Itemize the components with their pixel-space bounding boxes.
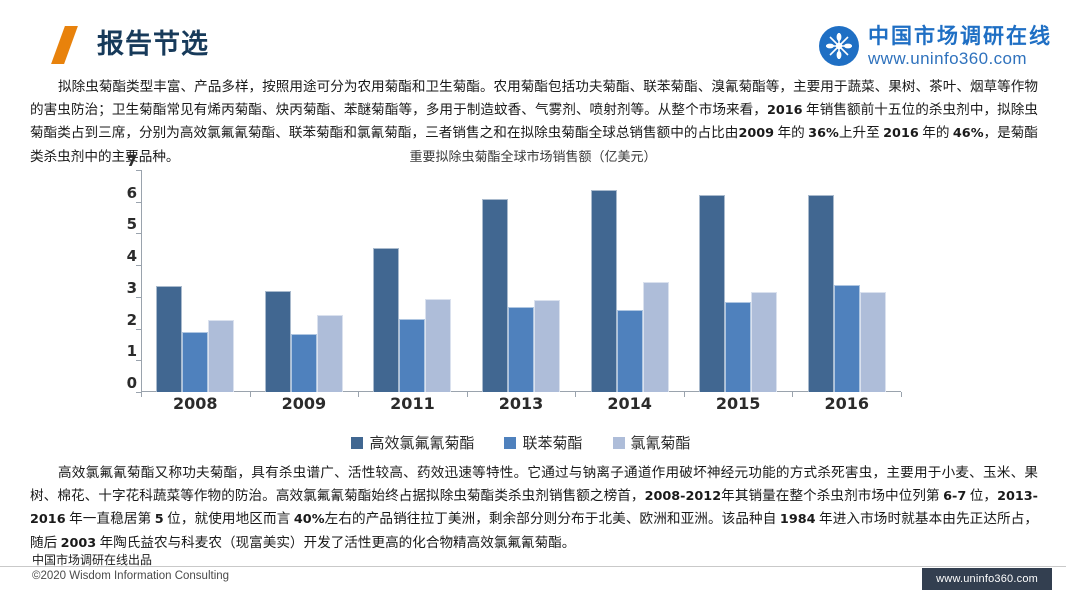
intro-paragraph: 拟除虫菊酯类型丰富、产品多样，按照用途可分为农用菊酯和卫生菊酯。农用菊酯包括功夫… bbox=[30, 79, 1039, 164]
legend-item[interactable]: 联苯菊酯 bbox=[504, 432, 583, 453]
x-tick-label: 2013 bbox=[498, 394, 544, 413]
bar-group bbox=[467, 170, 576, 392]
x-tick-mark bbox=[575, 392, 576, 397]
y-tick-mark bbox=[136, 360, 141, 362]
page-header: 报告节选 中国市场调研在线 bbox=[0, 0, 1066, 72]
x-tick-label: 2016 bbox=[824, 394, 870, 413]
bar bbox=[642, 281, 669, 392]
bar-group bbox=[250, 170, 359, 392]
x-tick-label: 2011 bbox=[390, 394, 435, 413]
y-tick-label: 1 bbox=[126, 342, 137, 361]
y-tick-mark bbox=[136, 201, 141, 203]
x-tick-label: 2014 bbox=[607, 394, 652, 413]
bar bbox=[208, 319, 235, 392]
bar bbox=[316, 314, 343, 392]
y-tick-mark bbox=[136, 265, 141, 267]
bar bbox=[290, 333, 317, 392]
brand-url: www.uninfo360.com bbox=[868, 48, 1027, 68]
bar bbox=[182, 332, 209, 392]
legend-label: 高效氯氟氰菊酯 bbox=[369, 436, 475, 452]
x-tick-mark bbox=[467, 392, 468, 397]
bar bbox=[751, 291, 778, 392]
bar bbox=[399, 319, 426, 392]
footer-produced-by: 中国市场调研在线出品 bbox=[32, 553, 153, 567]
bar-groups bbox=[141, 170, 901, 392]
x-tick-label: 2009 bbox=[281, 394, 327, 413]
y-tick-mark bbox=[136, 170, 141, 171]
y-tick-mark bbox=[136, 296, 141, 298]
footer-website-badge[interactable]: www.uninfo360.com bbox=[922, 568, 1052, 590]
legend-label: 联苯菊酯 bbox=[522, 436, 583, 452]
y-tick-label: 5 bbox=[126, 215, 137, 234]
chart-title: 重要拟除虫菊酯全球市场销售额（亿美元） bbox=[409, 149, 657, 164]
bar bbox=[616, 310, 643, 392]
bar-group bbox=[141, 170, 250, 392]
legend-swatch-icon bbox=[351, 436, 364, 449]
bar bbox=[590, 189, 617, 392]
bar-group bbox=[684, 170, 793, 392]
bar bbox=[833, 284, 860, 392]
x-tick-mark bbox=[250, 392, 251, 397]
y-tick-label: 7 bbox=[126, 152, 137, 170]
bar bbox=[264, 291, 291, 392]
x-tick-mark bbox=[358, 392, 359, 397]
legend-item[interactable]: 高效氯氟氰菊酯 bbox=[351, 432, 474, 453]
legend-swatch-icon bbox=[612, 436, 625, 449]
brand-emblem-icon bbox=[819, 26, 859, 66]
bar-group bbox=[575, 170, 684, 392]
page-title: 报告节选 bbox=[97, 29, 209, 60]
x-tick-mark bbox=[684, 392, 685, 397]
bar-group bbox=[792, 170, 901, 392]
y-tick-label: 2 bbox=[126, 310, 137, 329]
chart-container: 重要拟除虫菊酯全球市场销售额（亿美元） 0 1 2 3 4 5 6 7 2008 2009 201… bbox=[0, 146, 1066, 464]
bar bbox=[725, 301, 752, 392]
x-axis-labels: 2008 2009 2011 2013 2014 2015 2016 bbox=[141, 394, 901, 413]
brand-name: 中国市场调研在线 bbox=[868, 23, 1052, 48]
bar bbox=[508, 307, 535, 392]
bar bbox=[807, 195, 834, 392]
x-tick-mark bbox=[901, 392, 902, 397]
y-tick-mark bbox=[136, 328, 141, 330]
bar bbox=[859, 291, 886, 392]
brand-logo: 中国市场调研在线 www.uninfo360.com bbox=[818, 23, 1052, 69]
chart-plot-area: 0 1 2 3 4 5 6 7 2008 2009 2011 2013 2014 2015 2016 高效… bbox=[127, 152, 902, 452]
y-tick-label: 6 bbox=[126, 183, 137, 202]
bar bbox=[482, 198, 509, 392]
bar-group bbox=[358, 170, 467, 392]
accent-slash-icon bbox=[51, 26, 78, 64]
bar bbox=[156, 286, 183, 392]
footer-copyright: ©2020 Wisdom Information Consulting bbox=[32, 570, 230, 582]
y-axis: 0 1 2 3 4 5 6 7 bbox=[115, 152, 137, 392]
x-tick-label: 2008 bbox=[173, 394, 218, 413]
brand-text: 中国市场调研在线 www.uninfo360.com bbox=[868, 23, 1052, 68]
detail-paragraph: 高效氯氟氰菊酯又称功夫菊酯，具有杀虫谱广、活性较高、药效迅速等特性。它通过与钠离… bbox=[30, 465, 1038, 551]
bar bbox=[534, 300, 561, 392]
bar bbox=[699, 194, 726, 392]
y-tick-label: 4 bbox=[126, 247, 137, 266]
x-tick-label: 2015 bbox=[715, 394, 761, 413]
bar bbox=[425, 299, 452, 392]
bar bbox=[373, 247, 400, 392]
y-tick-label: 3 bbox=[126, 278, 137, 297]
chart-legend: 高效氯氟氰菊酯 联苯菊酯 氯氰菊酯 bbox=[141, 432, 901, 453]
x-tick-mark bbox=[141, 392, 142, 397]
y-tick-mark bbox=[136, 233, 141, 235]
y-axis-line bbox=[141, 170, 142, 392]
footer-divider bbox=[0, 566, 1066, 567]
legend-item[interactable]: 氯氰菊酯 bbox=[612, 432, 691, 453]
x-tick-mark bbox=[792, 392, 793, 397]
legend-label: 氯氰菊酯 bbox=[630, 436, 691, 452]
y-tick-mark bbox=[136, 392, 141, 393]
legend-swatch-icon bbox=[504, 436, 517, 449]
y-tick-label: 0 bbox=[126, 374, 137, 392]
